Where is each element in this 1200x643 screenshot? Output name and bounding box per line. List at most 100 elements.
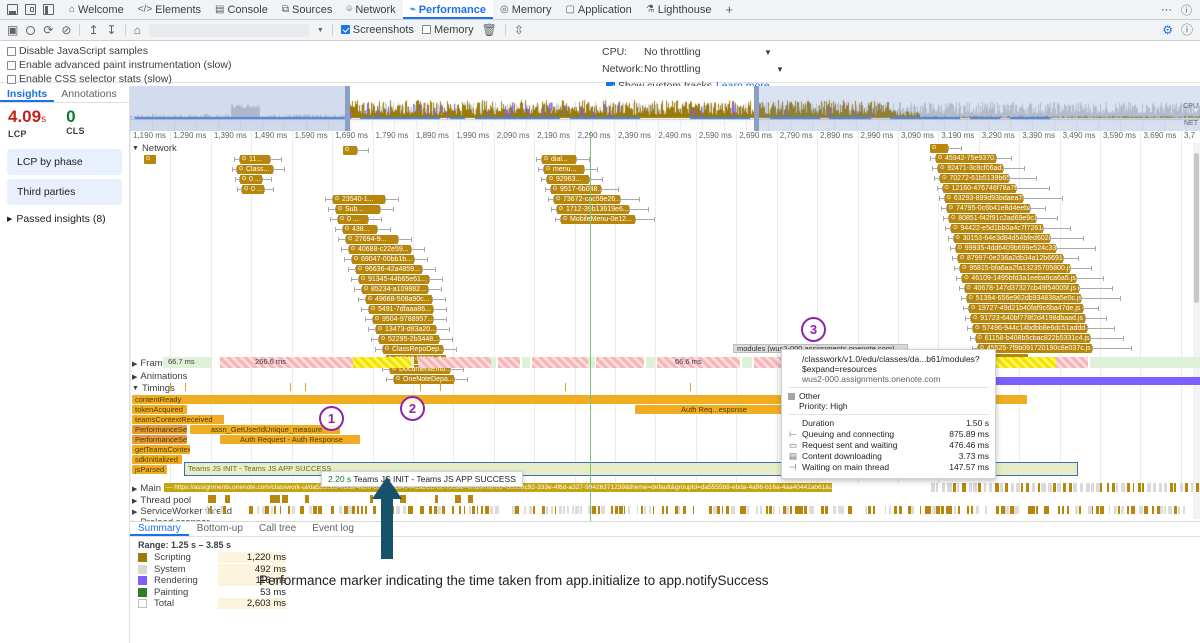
animations-track-header[interactable]: ▶ Animations xyxy=(132,371,187,382)
service-worker-event[interactable] xyxy=(318,506,321,514)
main-thread-event[interactable] xyxy=(1000,483,1004,492)
insight-card-lcp-by-phase[interactable]: LCP by phase xyxy=(7,149,122,175)
service-worker-track-header[interactable]: ▶ ServiceWorker thread xyxy=(132,506,232,517)
add-tab-button[interactable]: + xyxy=(719,0,741,19)
lower-tracks[interactable]: ▶ Frames 66.7 ms 266.6 ms 66.6 ms ▶ Animatio… xyxy=(130,356,1200,521)
service-worker-event[interactable] xyxy=(459,506,460,514)
network-request-bar[interactable]: 27694-9... xyxy=(346,235,398,244)
thread-pool-event[interactable] xyxy=(270,495,280,503)
thread-pool-event[interactable] xyxy=(208,495,216,503)
main-thread-event[interactable] xyxy=(1073,483,1077,492)
main-thread-event[interactable] xyxy=(1057,483,1061,492)
service-worker-event[interactable] xyxy=(592,506,595,514)
network-request-bar[interactable]: 0 ... xyxy=(240,175,262,184)
network-request-bar[interactable]: dial... xyxy=(542,155,576,164)
frame-segment[interactable] xyxy=(205,357,212,368)
network-request-bar[interactable]: 51394-656e962db934838a5e0c.js (res-sdf-.… xyxy=(967,294,1081,303)
service-worker-event[interactable] xyxy=(868,506,872,514)
service-worker-event[interactable] xyxy=(580,506,583,514)
service-worker-event[interactable] xyxy=(309,506,312,514)
service-worker-event[interactable] xyxy=(766,506,768,514)
service-worker-event[interactable] xyxy=(1001,506,1005,514)
service-worker-event[interactable] xyxy=(214,506,215,514)
service-worker-event[interactable] xyxy=(1164,506,1166,514)
service-worker-event[interactable] xyxy=(873,506,875,514)
service-worker-event[interactable] xyxy=(412,506,414,514)
service-worker-event[interactable] xyxy=(1118,506,1120,514)
main-thread-event[interactable] xyxy=(936,483,938,492)
service-worker-event[interactable] xyxy=(598,506,600,514)
dock-left-icon[interactable] xyxy=(43,4,54,15)
dock-controls[interactable] xyxy=(0,0,62,19)
service-worker-event[interactable] xyxy=(722,506,723,514)
service-worker-event[interactable] xyxy=(1183,506,1185,514)
main-thread-event[interactable] xyxy=(1041,483,1045,492)
service-worker-event[interactable] xyxy=(936,506,940,514)
service-worker-event[interactable] xyxy=(1160,506,1162,514)
service-worker-event[interactable] xyxy=(469,506,471,514)
service-worker-event[interactable] xyxy=(1114,506,1117,514)
thread-pool-event[interactable] xyxy=(435,495,438,503)
service-worker-event[interactable] xyxy=(833,506,835,514)
main-thread-event[interactable] xyxy=(1005,483,1008,492)
dock-right-icon[interactable] xyxy=(25,4,36,15)
network-request-bar[interactable]: ClassRepoDep... xyxy=(383,345,443,354)
service-worker-event[interactable] xyxy=(717,506,720,514)
network-request-bar[interactable]: 69047-00bb1b... xyxy=(352,255,414,264)
main-thread-event[interactable] xyxy=(1086,483,1090,492)
service-worker-event[interactable] xyxy=(464,506,465,514)
network-request-bar[interactable]: 91723-640bf778f2d4198dbaad.js (res-sdf.c… xyxy=(971,314,1085,323)
service-worker-event[interactable] xyxy=(420,506,424,514)
main-thread-event[interactable] xyxy=(978,483,981,492)
service-worker-event[interactable] xyxy=(996,506,999,514)
service-worker-event[interactable] xyxy=(495,506,499,514)
network-request-bar[interactable]: Class... xyxy=(237,165,273,174)
screenshots-checkbox[interactable]: Screenshots xyxy=(341,24,414,36)
scrollbar-thumb[interactable] xyxy=(1194,153,1199,303)
service-worker-event[interactable] xyxy=(288,506,289,514)
tab-call-tree[interactable]: Call tree xyxy=(251,522,304,536)
summary-row[interactable]: Scripting 1,220 ms xyxy=(130,552,1200,564)
service-worker-event[interactable] xyxy=(485,506,489,514)
network-request-bar[interactable]: 9517-6b048... xyxy=(551,185,601,194)
service-worker-event[interactable] xyxy=(567,506,569,514)
tab-console[interactable]: ▤ Console xyxy=(208,0,275,19)
service-worker-event[interactable] xyxy=(365,506,367,514)
service-worker-event[interactable] xyxy=(653,506,654,514)
service-worker-event[interactable] xyxy=(429,506,432,514)
service-worker-event[interactable] xyxy=(637,506,638,514)
overview-window-dim-left[interactable] xyxy=(130,86,347,131)
network-request-bar[interactable]: 46109-1495bfd3a1eeba9ca6a5.js (res-sdf.c… xyxy=(962,274,1076,283)
service-worker-event[interactable] xyxy=(572,506,574,514)
network-request-bar[interactable]: 57496-944c14bdbb8e6dc51addd.js (res-s... xyxy=(973,324,1087,333)
service-worker-event[interactable] xyxy=(559,506,563,514)
main-thread-event[interactable] xyxy=(1107,483,1109,492)
service-worker-event[interactable] xyxy=(804,506,807,514)
service-worker-event[interactable] xyxy=(649,506,651,514)
tab-performance[interactable]: ⌁ Performance xyxy=(403,0,493,19)
network-request-bar[interactable]: 85234-a109882... xyxy=(362,285,428,294)
service-worker-event[interactable] xyxy=(1014,506,1018,514)
main-thread-event[interactable] xyxy=(1080,483,1083,492)
timing-bar[interactable]: Auth Request - Auth Response xyxy=(220,435,360,444)
network-request-bar[interactable]: 13473-d83a20... xyxy=(376,325,436,334)
frame-segment[interactable] xyxy=(522,357,530,368)
service-worker-event[interactable] xyxy=(434,506,437,514)
network-request-bar[interactable]: 87997-0e236a2db34a12b6691f.js (res-sdf.c… xyxy=(958,254,1063,263)
advanced-paint-checkbox[interactable]: Enable advanced paint instrumentation (s… xyxy=(7,59,231,71)
service-worker-event[interactable] xyxy=(529,506,532,514)
main-thread-event[interactable] xyxy=(1174,483,1176,492)
network-track-header[interactable]: ▼ Network xyxy=(132,143,177,154)
reload-and-record-icon[interactable]: ⟳ xyxy=(43,24,53,36)
service-worker-event[interactable] xyxy=(769,506,772,514)
main-thread-event[interactable] xyxy=(1180,483,1183,492)
trash-icon[interactable]: 🗑 xyxy=(482,24,497,36)
service-worker-event[interactable] xyxy=(442,506,446,514)
main-thread-event[interactable] xyxy=(942,483,945,492)
service-worker-event[interactable] xyxy=(452,506,453,514)
main-thread-event[interactable] xyxy=(1069,483,1073,492)
timing-bar[interactable]: assn_GetUserIdUnique_measure xyxy=(190,425,340,434)
css-selector-stats-checkbox[interactable]: Enable CSS selector stats (slow) xyxy=(7,73,172,85)
network-request-bar[interactable]: 12160-476746f78a7fe9536aff.js )r... xyxy=(943,184,1017,193)
service-worker-event[interactable] xyxy=(490,506,493,514)
